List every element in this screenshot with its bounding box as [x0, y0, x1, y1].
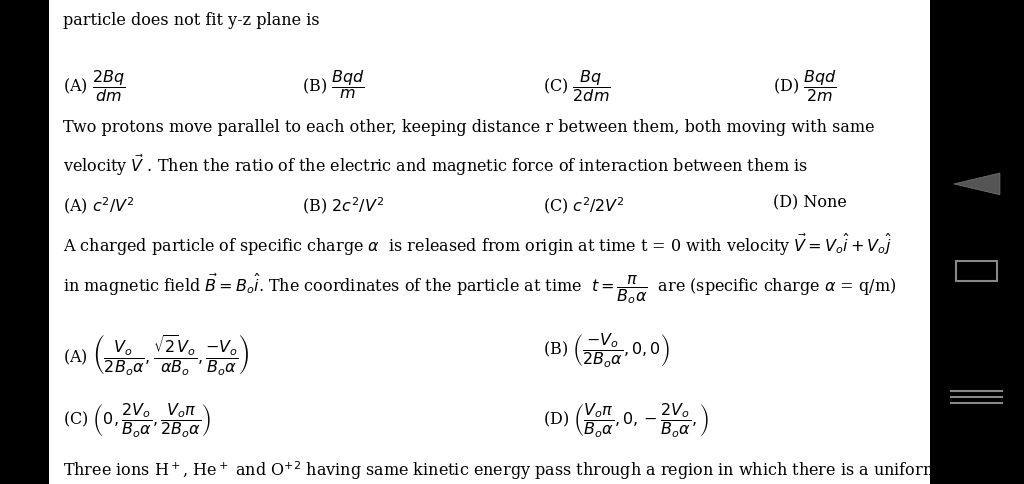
- Bar: [0, 0, 49, 484]
- Text: Three ions H$^+$, He$^+$ and O$^{+2}$ having same kinetic energy pass through a : Three ions H$^+$, He$^+$ and O$^{+2}$ ha…: [63, 460, 939, 483]
- Text: (B) $2c^2/V^2$: (B) $2c^2/V^2$: [302, 195, 384, 215]
- Text: (B) $\left(\dfrac{-V_o}{2B_o\alpha},0,0\right)$: (B) $\left(\dfrac{-V_o}{2B_o\alpha},0,0\…: [543, 332, 670, 370]
- Text: (B) $\dfrac{Bqd}{m}$: (B) $\dfrac{Bqd}{m}$: [302, 68, 365, 101]
- Text: (A) $\left(\dfrac{V_o}{2B_o\alpha},\dfrac{\sqrt{2}V_o}{\alpha B_o},\dfrac{-V_o}{: (A) $\left(\dfrac{V_o}{2B_o\alpha},\dfra…: [63, 332, 250, 377]
- Bar: [930, 0, 1024, 484]
- Text: (D) $\dfrac{Bqd}{2m}$: (D) $\dfrac{Bqd}{2m}$: [773, 68, 837, 104]
- Text: in magnetic field $\vec{B} = B_o\hat{i}$. The coordinates of the particle at tim: in magnetic field $\vec{B} = B_o\hat{i}$…: [63, 271, 897, 306]
- Bar: [956, 261, 997, 281]
- Text: (C) $c^2/2V^2$: (C) $c^2/2V^2$: [543, 195, 625, 215]
- Text: (A) $c^2/V^2$: (A) $c^2/V^2$: [63, 195, 135, 215]
- Text: Two protons move parallel to each other, keeping distance r between them, both m: Two protons move parallel to each other,…: [63, 119, 876, 136]
- Polygon shape: [954, 173, 999, 195]
- Text: (C) $\left(0,\dfrac{2V_o}{B_o\alpha},\dfrac{V_o\pi}{2B_o\alpha}\right)$: (C) $\left(0,\dfrac{2V_o}{B_o\alpha},\df…: [63, 402, 211, 440]
- Text: A charged particle of specific charge $\alpha$  is released from origin at time : A charged particle of specific charge $\…: [63, 232, 893, 258]
- Text: (D) None: (D) None: [773, 195, 847, 212]
- Text: (A) $\dfrac{2Bq}{dm}$: (A) $\dfrac{2Bq}{dm}$: [63, 68, 126, 104]
- Text: (C) $\dfrac{Bq}{2dm}$: (C) $\dfrac{Bq}{2dm}$: [543, 68, 610, 104]
- Text: (D) $\left(\dfrac{V_o\pi}{B_o\alpha},0,-\dfrac{2V_o}{B_o\alpha},\right)$: (D) $\left(\dfrac{V_o\pi}{B_o\alpha},0,-…: [543, 402, 709, 440]
- Text: particle does not fit y-z plane is: particle does not fit y-z plane is: [63, 12, 321, 29]
- Text: velocity $\vec{V}$ . Then the ratio of the electric and magnetic force of intera: velocity $\vec{V}$ . Then the ratio of t…: [63, 152, 808, 178]
